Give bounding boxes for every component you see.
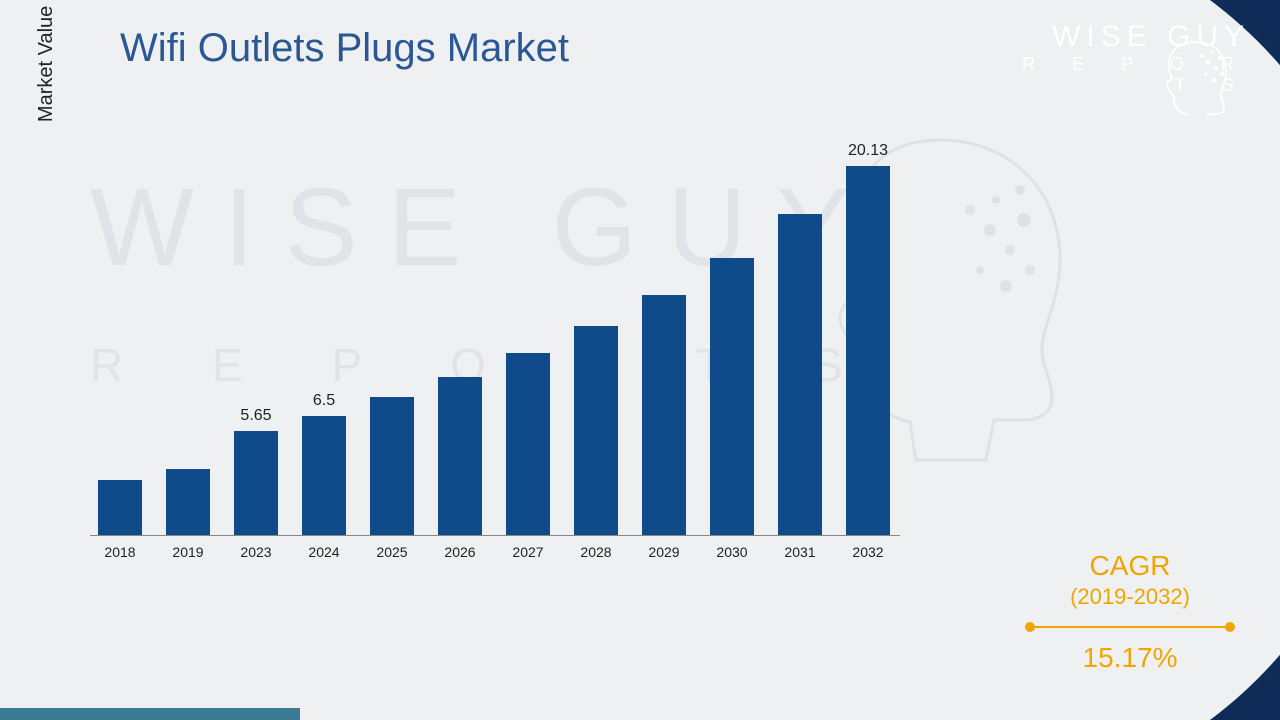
x-tick: 2018 — [104, 544, 135, 560]
bar — [302, 416, 346, 535]
cagr-period: (2019-2032) — [1022, 584, 1238, 610]
bar — [438, 377, 482, 535]
bar — [846, 166, 890, 535]
x-tick: 2026 — [444, 544, 475, 560]
x-tick: 2029 — [648, 544, 679, 560]
chart-title: Wifi Outlets Plugs Market — [120, 26, 569, 71]
x-tick: 2032 — [852, 544, 883, 560]
bar — [778, 214, 822, 535]
bar — [234, 431, 278, 535]
x-tick: 2025 — [376, 544, 407, 560]
bar — [98, 480, 142, 535]
cagr-divider — [1030, 626, 1230, 628]
bar — [710, 258, 754, 535]
bar — [166, 469, 210, 535]
bar — [642, 295, 686, 535]
bar-value-label: 20.13 — [848, 142, 888, 160]
bar-value-label: 5.65 — [240, 407, 271, 425]
y-axis-label: Market Value in USD Billion — [35, 0, 58, 200]
brand-logo: WISE GUY R E P O R T S — [1010, 20, 1250, 96]
bar — [574, 326, 618, 535]
x-tick: 2023 — [240, 544, 271, 560]
bottom-accent-bar — [0, 708, 300, 720]
bar-plot: 2018 2019 2023 5.65 2024 6.5 2025 2026 2027 2028 2… — [90, 150, 900, 560]
x-tick: 2027 — [512, 544, 543, 560]
cagr-callout: CAGR (2019-2032) 15.17% — [1022, 550, 1238, 674]
stage: Wifi Outlets Plugs Market WISE GUYR E P … — [0, 0, 1280, 720]
bar — [370, 397, 414, 535]
x-tick: 2031 — [784, 544, 815, 560]
x-tick: 2030 — [716, 544, 747, 560]
brand-head-icon — [1166, 38, 1232, 116]
x-tick: 2024 — [308, 544, 339, 560]
cagr-heading: CAGR — [1022, 550, 1238, 582]
bar-value-label: 6.5 — [313, 392, 335, 410]
bar — [506, 353, 550, 535]
chart-area: 2018 2019 2023 5.65 2024 6.5 2025 2026 2027 2028 2… — [70, 150, 900, 590]
x-tick: 2028 — [580, 544, 611, 560]
x-tick: 2019 — [172, 544, 203, 560]
x-axis-line — [90, 535, 900, 536]
cagr-value: 15.17% — [1022, 642, 1238, 674]
